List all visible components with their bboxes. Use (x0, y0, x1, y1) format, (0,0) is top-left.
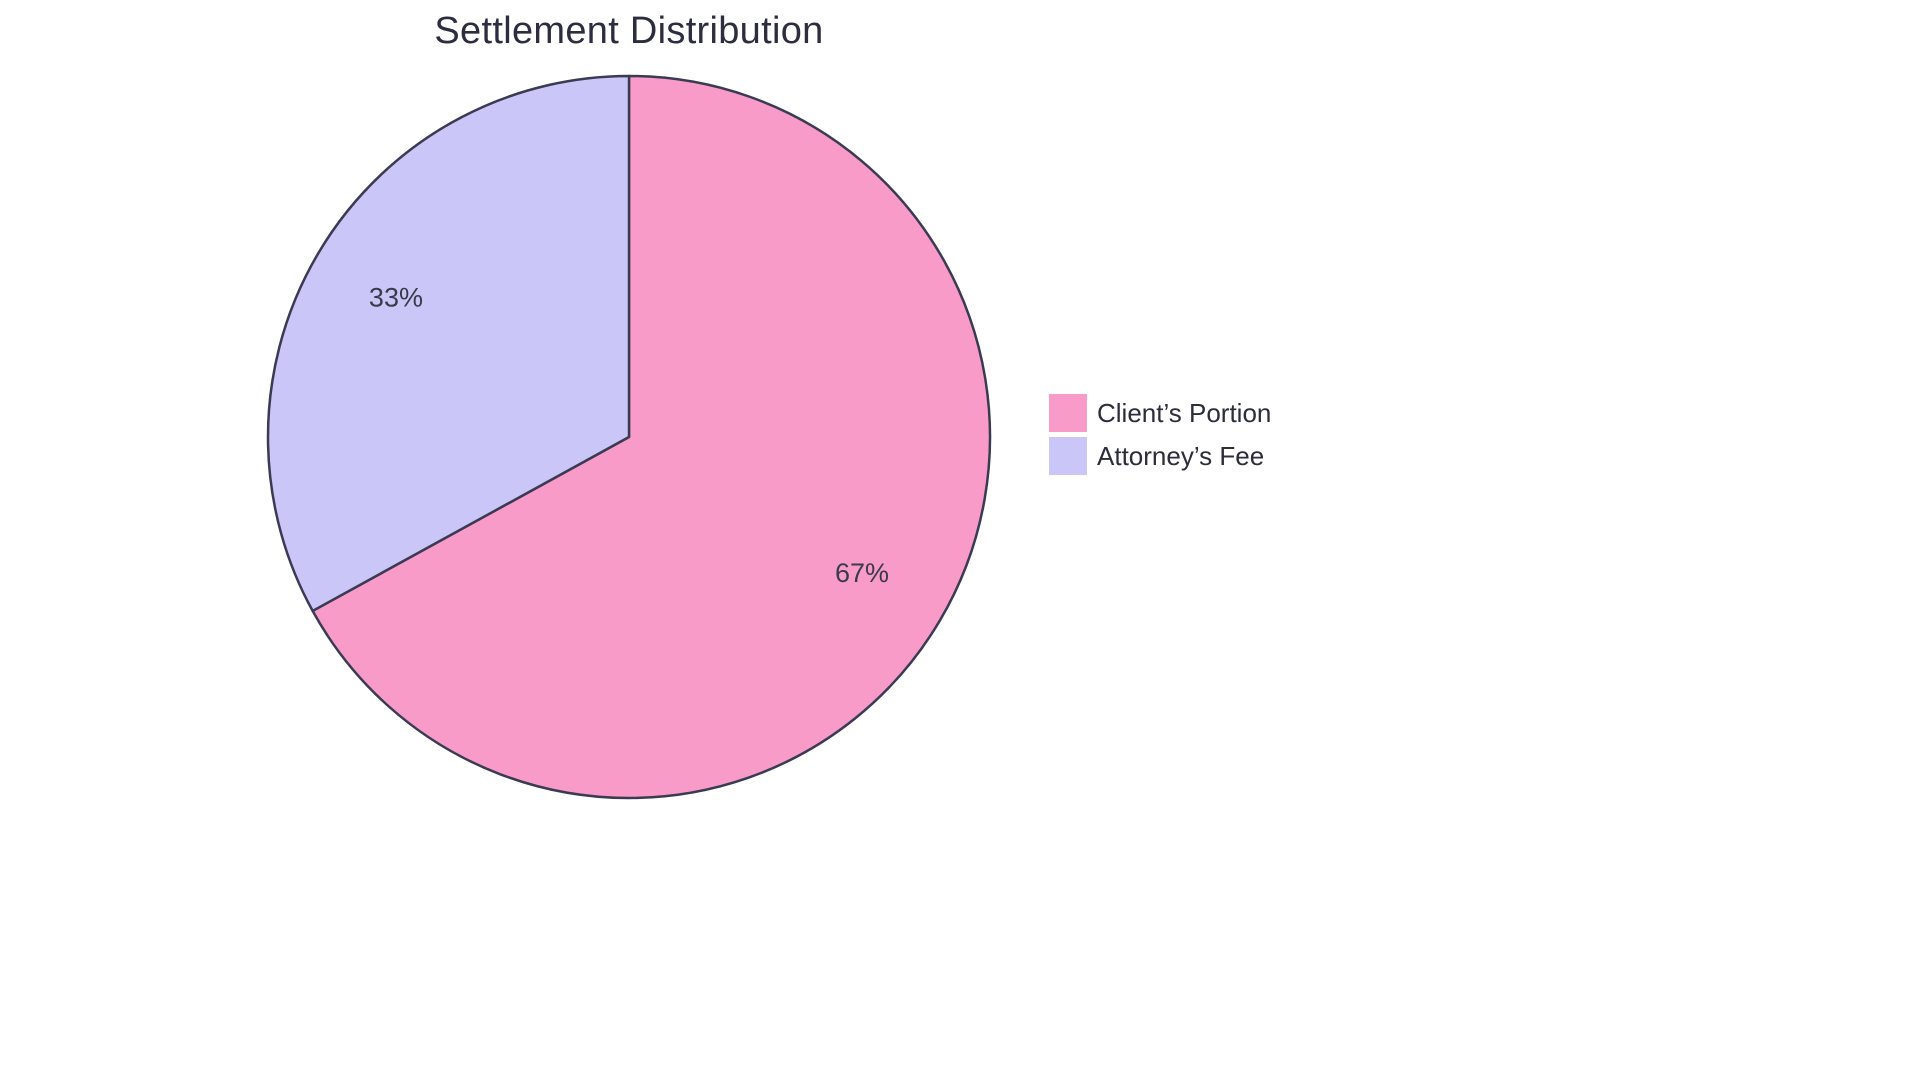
legend: Client’s Portion Attorney’s Fee (1049, 394, 1271, 475)
pie-slice-1 (266, 74, 631, 613)
legend-swatch-attorneys-fee (1049, 437, 1087, 475)
percent-label-1: 33% (369, 282, 423, 312)
legend-label-clients-portion: Client’s Portion (1097, 397, 1272, 428)
legend-item: Client’s Portion (1049, 394, 1271, 432)
pie-graphic: 67% 33% (266, 74, 992, 800)
legend-item: Attorney’s Fee (1049, 437, 1271, 475)
legend-label-attorneys-fee: Attorney’s Fee (1097, 440, 1265, 471)
chart-title: Settlement Distribution (434, 10, 824, 52)
percent-label-0: 67% (835, 558, 889, 588)
pie-slice-0 (311, 74, 992, 800)
legend-swatch-clients-portion (1049, 394, 1087, 432)
